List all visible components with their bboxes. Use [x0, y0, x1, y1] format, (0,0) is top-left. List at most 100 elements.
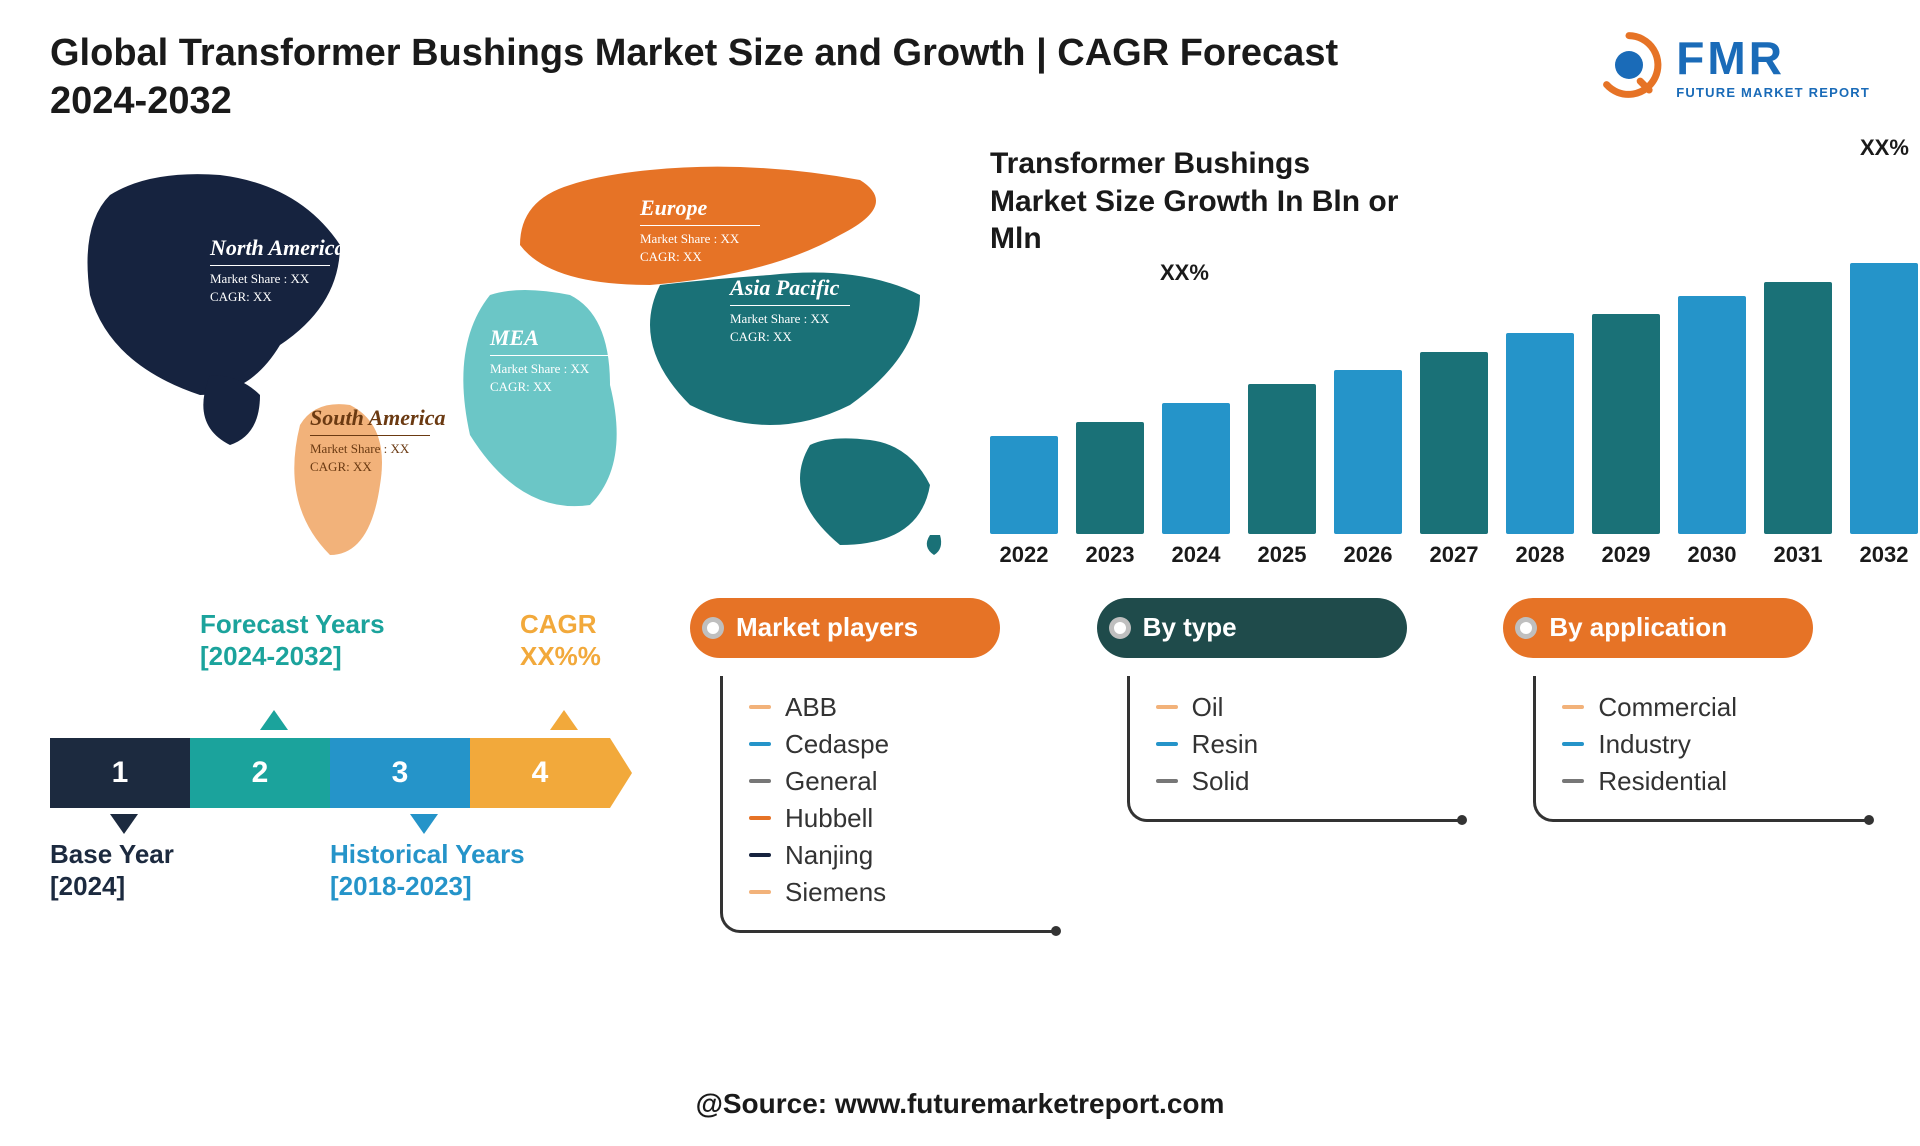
bar-col-2031: 2031 — [1764, 282, 1832, 568]
bar-2023 — [1076, 422, 1144, 534]
cagr-label: CAGRXX%% — [520, 608, 601, 673]
pill-dot-icon — [1109, 617, 1131, 639]
list-item-label: ABB — [785, 692, 837, 723]
list-item-label: Nanjing — [785, 840, 873, 871]
list-item: Commercial — [1562, 692, 1870, 723]
tick-icon — [1156, 779, 1178, 783]
list-item: Resin — [1156, 729, 1464, 760]
region-label-asia_pacific: Asia PacificMarket Share : XXCAGR: XX — [730, 275, 850, 345]
pill-dot-icon — [702, 617, 724, 639]
historical-years-label: Historical Years[2018-2023] — [330, 838, 525, 903]
tick-icon — [1562, 742, 1584, 746]
bar-2032 — [1850, 263, 1918, 534]
list-item: Siemens — [749, 877, 1057, 908]
by-application-column: By application Commercial Industry Residen… — [1503, 598, 1870, 822]
bar-col-2032: 2032 — [1850, 263, 1918, 568]
list-item-label: Siemens — [785, 877, 886, 908]
list-item-label: Commercial — [1598, 692, 1737, 723]
tick-icon — [1156, 705, 1178, 709]
bar-label-2024: 2024 — [1172, 542, 1221, 568]
bar-annot-0: XX% — [1160, 260, 1209, 286]
pointer-forecast — [260, 710, 288, 730]
list-item-label: Solid — [1192, 766, 1250, 797]
bar-label-2031: 2031 — [1774, 542, 1823, 568]
tick-icon — [1562, 779, 1584, 783]
list-item-label: Hubbell — [785, 803, 873, 834]
bar-2024 — [1162, 403, 1230, 534]
bar-col-2024: 2024 — [1162, 403, 1230, 568]
tick-icon — [749, 705, 771, 709]
list-item: ABB — [749, 692, 1057, 723]
bar-label-2026: 2026 — [1344, 542, 1393, 568]
timeline-step-3: 3 — [330, 738, 470, 808]
bar-col-2029: 2029 — [1592, 314, 1660, 567]
pill-dot-icon — [1515, 617, 1537, 639]
bar-chart: Transformer Bushings Market Size Growth … — [990, 145, 1918, 568]
forecast-years-label: Forecast Years[2024-2032] — [200, 608, 385, 673]
list-item: Cedaspe — [749, 729, 1057, 760]
bar-col-2028: 2028 — [1506, 333, 1574, 568]
list-item-label: Oil — [1192, 692, 1224, 723]
bar-2031 — [1764, 282, 1832, 534]
logo: FMR FUTURE MARKET REPORT — [1594, 30, 1870, 100]
bar-label-2022: 2022 — [1000, 542, 1049, 568]
timeline-step-1: 1 — [50, 738, 190, 808]
list-item: Nanjing — [749, 840, 1057, 871]
bar-label-2027: 2027 — [1430, 542, 1479, 568]
by-application-pill-text: By application — [1549, 612, 1727, 643]
tick-icon — [749, 816, 771, 820]
list-item: Hubbell — [749, 803, 1057, 834]
tick-icon — [749, 890, 771, 894]
source-text: @Source: www.futuremarketreport.com — [0, 1088, 1920, 1120]
bar-2022 — [990, 436, 1058, 534]
list-item: General — [749, 766, 1057, 797]
market-players-pill-text: Market players — [736, 612, 918, 643]
bar-2026 — [1334, 370, 1402, 533]
world-map: North AmericaMarket Share : XXCAGR: XXSo… — [50, 145, 950, 565]
bar-2027 — [1420, 352, 1488, 534]
list-item: Solid — [1156, 766, 1464, 797]
list-item-label: General — [785, 766, 878, 797]
pointer-base — [110, 814, 138, 834]
bar-col-2023: 2023 — [1076, 422, 1144, 568]
tick-icon — [749, 742, 771, 746]
bar-label-2029: 2029 — [1602, 542, 1651, 568]
timeline: Forecast Years[2024-2032] CAGRXX%% Base … — [50, 598, 650, 938]
list-item: Residential — [1562, 766, 1870, 797]
timeline-step-2: 2 — [190, 738, 330, 808]
bar-label-2030: 2030 — [1688, 542, 1737, 568]
bar-annot-1: XX% — [1860, 135, 1909, 161]
list-item-label: Cedaspe — [785, 729, 889, 760]
bar-col-2027: 2027 — [1420, 352, 1488, 568]
bar-2025 — [1248, 384, 1316, 533]
by-type-pill: By type — [1097, 598, 1407, 658]
timeline-step-4: 4 — [470, 738, 610, 808]
header: Global Transformer Bushings Market Size … — [50, 30, 1870, 125]
page-title: Global Transformer Bushings Market Size … — [50, 30, 1350, 125]
list-item: Oil — [1156, 692, 1464, 723]
fmr-logo-icon — [1594, 30, 1664, 100]
list-item-label: Industry — [1598, 729, 1691, 760]
bar-2030 — [1678, 296, 1746, 534]
base-year-label: Base Year[2024] — [50, 838, 174, 903]
bar-col-2026: 2026 — [1334, 370, 1402, 567]
region-label-north_america: North AmericaMarket Share : XXCAGR: XX — [210, 235, 345, 305]
bar-col-2025: 2025 — [1248, 384, 1316, 567]
bar-col-2030: 2030 — [1678, 296, 1746, 568]
tick-icon — [749, 853, 771, 857]
by-type-pill-text: By type — [1143, 612, 1237, 643]
bar-label-2032: 2032 — [1860, 542, 1909, 568]
pointer-historical — [410, 814, 438, 834]
bar-label-2025: 2025 — [1258, 542, 1307, 568]
tick-icon — [1562, 705, 1584, 709]
logo-main-text: FMR — [1676, 31, 1870, 85]
by-type-column: By type Oil Resin Solid — [1097, 598, 1464, 822]
market-players-column: Market players ABB Cedaspe General Hubbell N… — [690, 598, 1057, 933]
list-item: Industry — [1562, 729, 1870, 760]
bar-chart-title: Transformer Bushings Market Size Growth … — [990, 145, 1410, 258]
tick-icon — [1156, 742, 1178, 746]
bar-label-2028: 2028 — [1516, 542, 1565, 568]
tick-icon — [749, 779, 771, 783]
pointer-cagr — [550, 710, 578, 730]
region-label-europe: EuropeMarket Share : XXCAGR: XX — [640, 195, 760, 265]
